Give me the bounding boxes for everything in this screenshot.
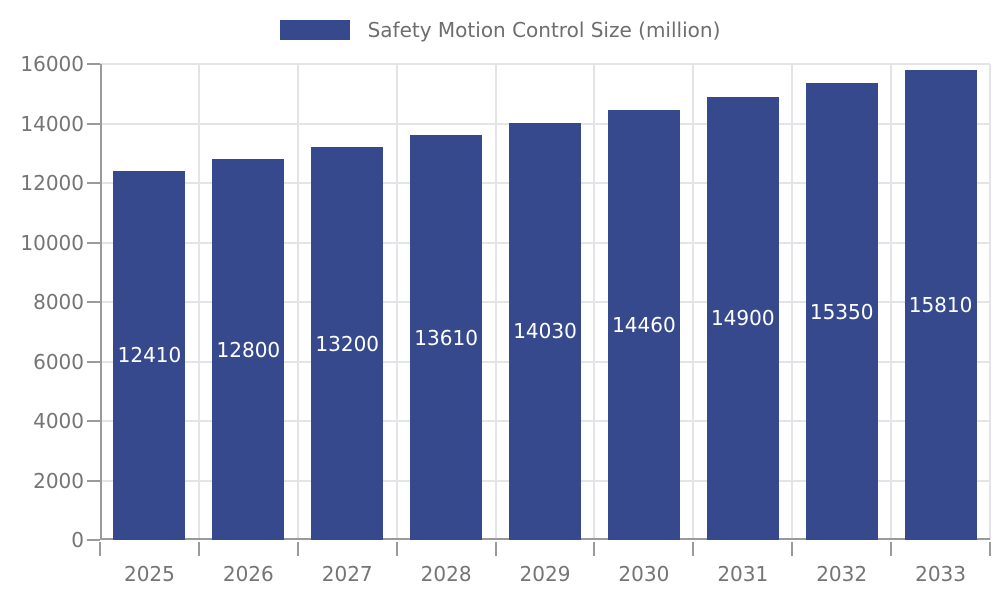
y-axis-label: 8000 [33,290,84,314]
bar-value-label-2029: 14030 [513,319,577,344]
bar-value-label-2028: 13610 [414,325,478,350]
legend-swatch [279,20,350,40]
x-axis-label-2027: 2027 [321,562,373,586]
bar-2029[interactable] [509,122,581,540]
x-axis-tick [593,542,596,556]
x-axis-label-2029: 2029 [519,562,571,586]
y-axis-tick [87,301,100,303]
bar-value-label-2025: 12410 [117,343,182,368]
gridline-vertical [593,64,596,540]
bar-value-label-2027: 13200 [315,331,380,356]
x-axis-tick [296,542,299,556]
y-axis-tick [87,360,100,363]
x-axis-label-2033: 2033 [915,562,966,586]
bar-value-label-2033: 15810 [908,292,973,317]
y-axis-tick [87,122,100,125]
x-axis-label-2025: 2025 [123,562,175,586]
x-axis-tick [99,542,101,556]
bar-2030[interactable] [607,109,680,540]
bar-value-label-2030: 14460 [612,312,676,337]
y-axis-label: 16000 [20,52,84,76]
y-axis-tick [87,539,100,541]
gridline-vertical [197,64,200,540]
y-axis-label: 2000 [33,468,84,493]
y-axis-label: 6000 [33,349,84,374]
x-axis-tick [989,542,991,556]
x-axis-tick [890,542,893,556]
bar-2027[interactable] [311,147,384,540]
x-axis-tick [395,542,398,556]
bar-2032[interactable] [805,83,878,540]
gridline-vertical [890,64,893,540]
plot-area: 12410 12800 13200 13610 14030 14460 14900 15350… [87,63,991,556]
bar-value-label-2031: 14900 [710,306,775,331]
y-axis-label: 0 [71,528,84,552]
bar-2033[interactable] [904,69,977,540]
y-axis-tick [87,241,100,244]
y-axis-label: 14000 [20,111,84,136]
y-axis-label: 4000 [33,409,84,433]
legend[interactable]: Safety Motion Control Size (million) [0,18,1000,42]
gridline-vertical [395,64,398,540]
bar-value-label-2026: 12800 [216,337,281,362]
y-axis-tick [87,479,100,482]
y-axis-tick [87,63,100,65]
y-axis-tick [87,182,100,184]
x-axis-tick [494,542,497,556]
bar-2028[interactable] [410,135,483,540]
bar-2025[interactable] [113,170,186,540]
bar-value-label-2032: 15350 [809,299,874,324]
gridline-vertical [296,64,299,540]
x-axis-label-2030: 2030 [618,562,670,586]
gridline-horizontal [100,63,990,65]
x-axis-tick [692,542,695,556]
x-axis-tick [791,542,794,556]
y-axis-label: 12000 [20,171,84,195]
x-axis-label-2032: 2032 [816,562,868,586]
legend-label: Safety Motion Control Size (million) [367,18,721,42]
gridline-vertical [791,64,794,540]
gridline-vertical [989,64,991,540]
y-axis-tick [87,420,100,422]
x-axis-label-2031: 2031 [717,562,769,586]
gridline-vertical [494,64,497,540]
x-axis-label-2026: 2026 [222,562,274,586]
bar-2031[interactable] [706,96,779,540]
x-axis-tick [197,542,200,556]
y-axis-label: 10000 [20,230,84,255]
gridline-vertical [692,64,695,540]
x-axis-label-2028: 2028 [420,562,472,586]
bar-2026[interactable] [212,159,285,540]
y-axis-line [100,64,102,540]
